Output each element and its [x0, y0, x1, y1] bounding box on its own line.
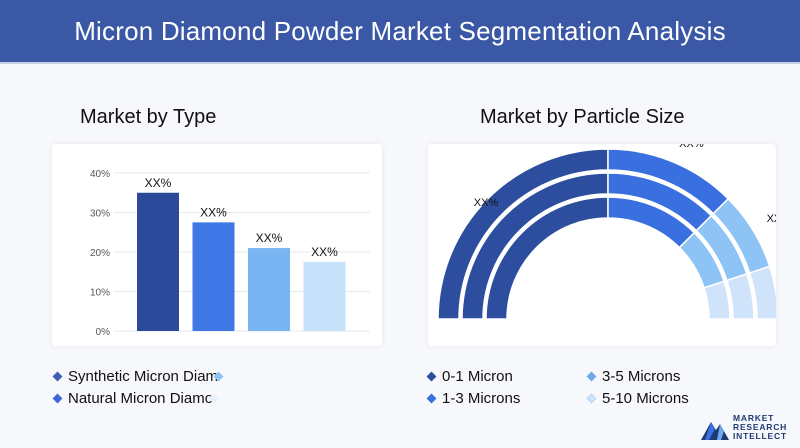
legend-item-natural: Natural Micron Diamo [52, 390, 219, 407]
y-tick-label: 30% [90, 209, 110, 220]
legend-item-1-3-microns: 1-3 Microns [426, 390, 520, 407]
bar-data-label: XX% [145, 176, 172, 190]
legend-label: 0-1 Micron [442, 368, 513, 385]
bar [248, 248, 290, 331]
logo-mountain-icon [701, 422, 729, 440]
diamond-marker-icon [52, 371, 63, 382]
y-tick-label: 0% [96, 327, 111, 338]
market-research-intellect-logo: MARKET RESEARCH INTELLECT [700, 410, 796, 444]
header-banner: Micron Diamond Powder Market Segmentatio… [0, 0, 800, 64]
legend-item-0-1-micron: 0-1 Micron [426, 368, 513, 385]
bar [137, 192, 179, 331]
bar [303, 261, 346, 331]
legend-item-synthetic: Synthetic Micron Diam [52, 368, 224, 385]
legend-label: 5-10 Microns [602, 390, 689, 407]
diamond-marker-icon [426, 371, 437, 382]
bar [192, 222, 235, 331]
legend-item-3-5-microns: 3-5 Microns [586, 368, 680, 385]
bar-chart-panel: 0% 10% 20% 30% 40% XX% XX% XX% XX% [52, 144, 382, 346]
donut-segment [703, 280, 731, 320]
logo-text: MARKET RESEARCH INTELLECT [733, 412, 788, 441]
legend-label: 3-5 Microns [602, 368, 681, 385]
donut-data-label: XX% [474, 197, 499, 209]
legend-item-5-10-microns: 5-10 Microns [586, 390, 689, 407]
y-tick-label: 10% [90, 288, 110, 299]
semi-donut-chart: XX%XX%XX%XX% [437, 138, 800, 320]
diamond-marker-icon [426, 393, 437, 404]
bar-data-label: XX% [256, 231, 283, 245]
donut-segment [748, 265, 779, 320]
diamond-marker-icon [586, 393, 597, 404]
donut-segment [725, 272, 755, 320]
y-tick-label: 20% [90, 248, 110, 259]
bar-chart: 0% 10% 20% 30% 40% XX% XX% XX% XX% [90, 169, 370, 338]
page-title: Micron Diamond Powder Market Segmentatio… [74, 15, 726, 46]
y-tick-label: 40% [90, 169, 110, 180]
donut-data-label: XX% [767, 213, 776, 225]
legend-label: Synthetic Micron Diam [68, 368, 219, 385]
diamond-marker-icon [586, 371, 597, 382]
particle-size-section-title: Market by Particle Size [480, 106, 685, 128]
donut-data-label: XX% [679, 144, 704, 150]
type-section-title: Market by Type [80, 106, 217, 128]
bar-data-label: XX% [311, 245, 338, 259]
legend-label: 1-3 Microns [442, 390, 521, 407]
donut-chart-panel: XX%XX%XX%XX% [428, 138, 800, 346]
bar-data-label: XX% [200, 205, 227, 219]
legend-label: Natural Micron Diamo [68, 390, 214, 407]
diamond-marker-icon [52, 393, 63, 404]
